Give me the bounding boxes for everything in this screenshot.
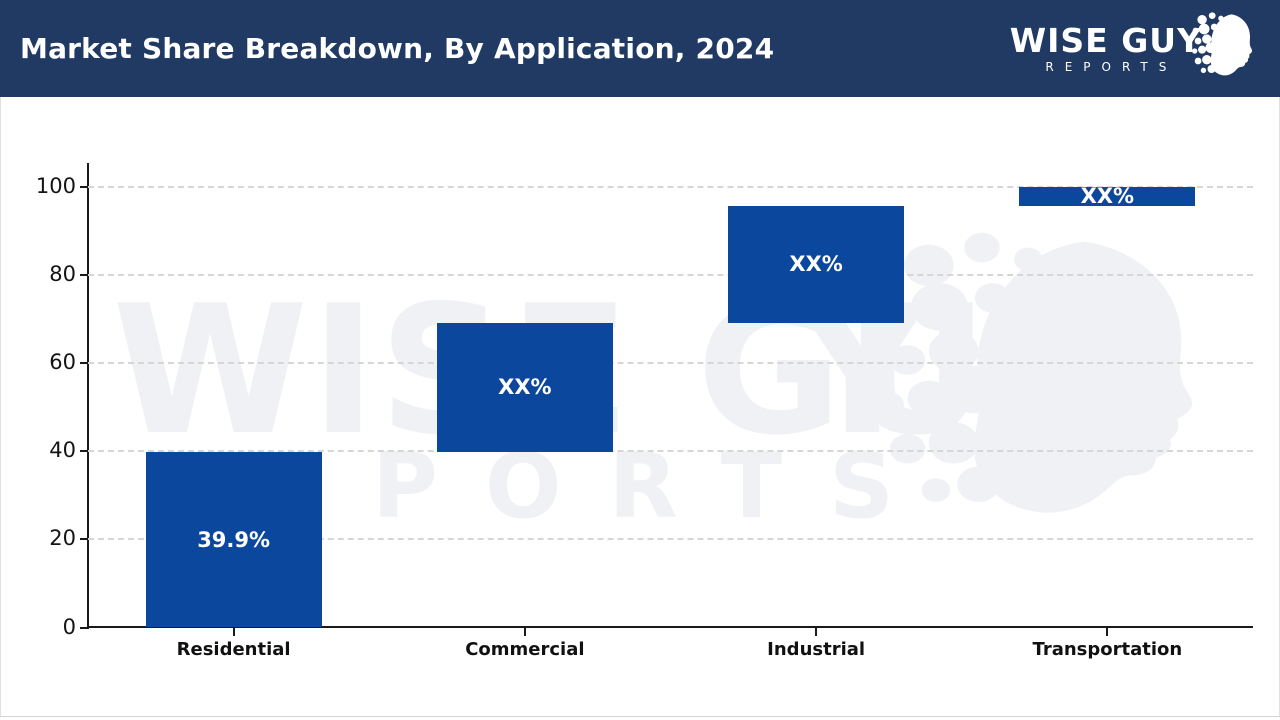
gridline-y-100 xyxy=(88,185,1253,188)
bar-value-label-transportation: XX% xyxy=(1080,184,1135,209)
y-axis-tick-label: 20 xyxy=(49,526,76,551)
watermark-head-icon xyxy=(875,232,1193,513)
bar-industrial: XX% xyxy=(728,205,905,323)
x-axis-spine xyxy=(87,626,1253,628)
y-axis-tick xyxy=(80,450,88,453)
y-axis-tick-label: 80 xyxy=(49,261,76,286)
x-axis-tick xyxy=(1106,628,1109,636)
y-axis-tick-label: 60 xyxy=(49,349,76,374)
y-axis-tick xyxy=(80,185,88,188)
category-label-transportation: Transportation xyxy=(1032,639,1183,660)
y-axis-tick xyxy=(80,626,88,629)
footer-divider xyxy=(0,716,1280,717)
dotted-head-logo-icon xyxy=(1192,11,1253,75)
brand-subname: REPORTS xyxy=(1045,59,1178,74)
x-axis-tick xyxy=(815,628,818,636)
page-title: Market Share Breakdown, By Application, … xyxy=(20,32,775,65)
bar-value-label-residential: 39.9% xyxy=(197,527,271,552)
category-label-industrial: Industrial xyxy=(767,639,866,660)
bar-commercial: XX% xyxy=(436,322,613,452)
bar-transportation: XX% xyxy=(1019,184,1196,209)
y-axis-tick xyxy=(80,538,88,541)
bar-residential: 39.9% xyxy=(145,451,322,628)
y-axis-spine xyxy=(87,163,89,629)
gridline-y-60 xyxy=(88,361,1253,364)
x-axis-tick xyxy=(523,628,526,636)
category-label-commercial: Commercial xyxy=(465,639,585,660)
brand-name: WISE GUY xyxy=(1009,20,1202,60)
watermark-text-ports: PORTS xyxy=(372,434,941,539)
gridline-y-40 xyxy=(88,450,1253,453)
bar-value-label-commercial: XX% xyxy=(498,375,552,400)
y-axis-tick xyxy=(80,361,88,364)
y-axis-tick-label: 100 xyxy=(35,173,76,198)
y-axis-tick-label: 0 xyxy=(62,614,76,639)
gridline-y-80 xyxy=(88,273,1253,276)
y-axis-tick xyxy=(80,273,88,276)
x-axis-tick xyxy=(232,628,235,636)
y-axis-tick-label: 40 xyxy=(49,438,76,463)
category-label-residential: Residential xyxy=(176,639,291,660)
bar-value-label-industrial: XX% xyxy=(789,252,843,277)
brand-logo-text: WISE GUY REPORTS xyxy=(1010,24,1202,74)
header-bar: Market Share Breakdown, By Application, … xyxy=(0,0,1280,97)
gridline-y-20 xyxy=(88,538,1253,541)
brand-logo: WISE GUY REPORTS xyxy=(1010,9,1264,89)
